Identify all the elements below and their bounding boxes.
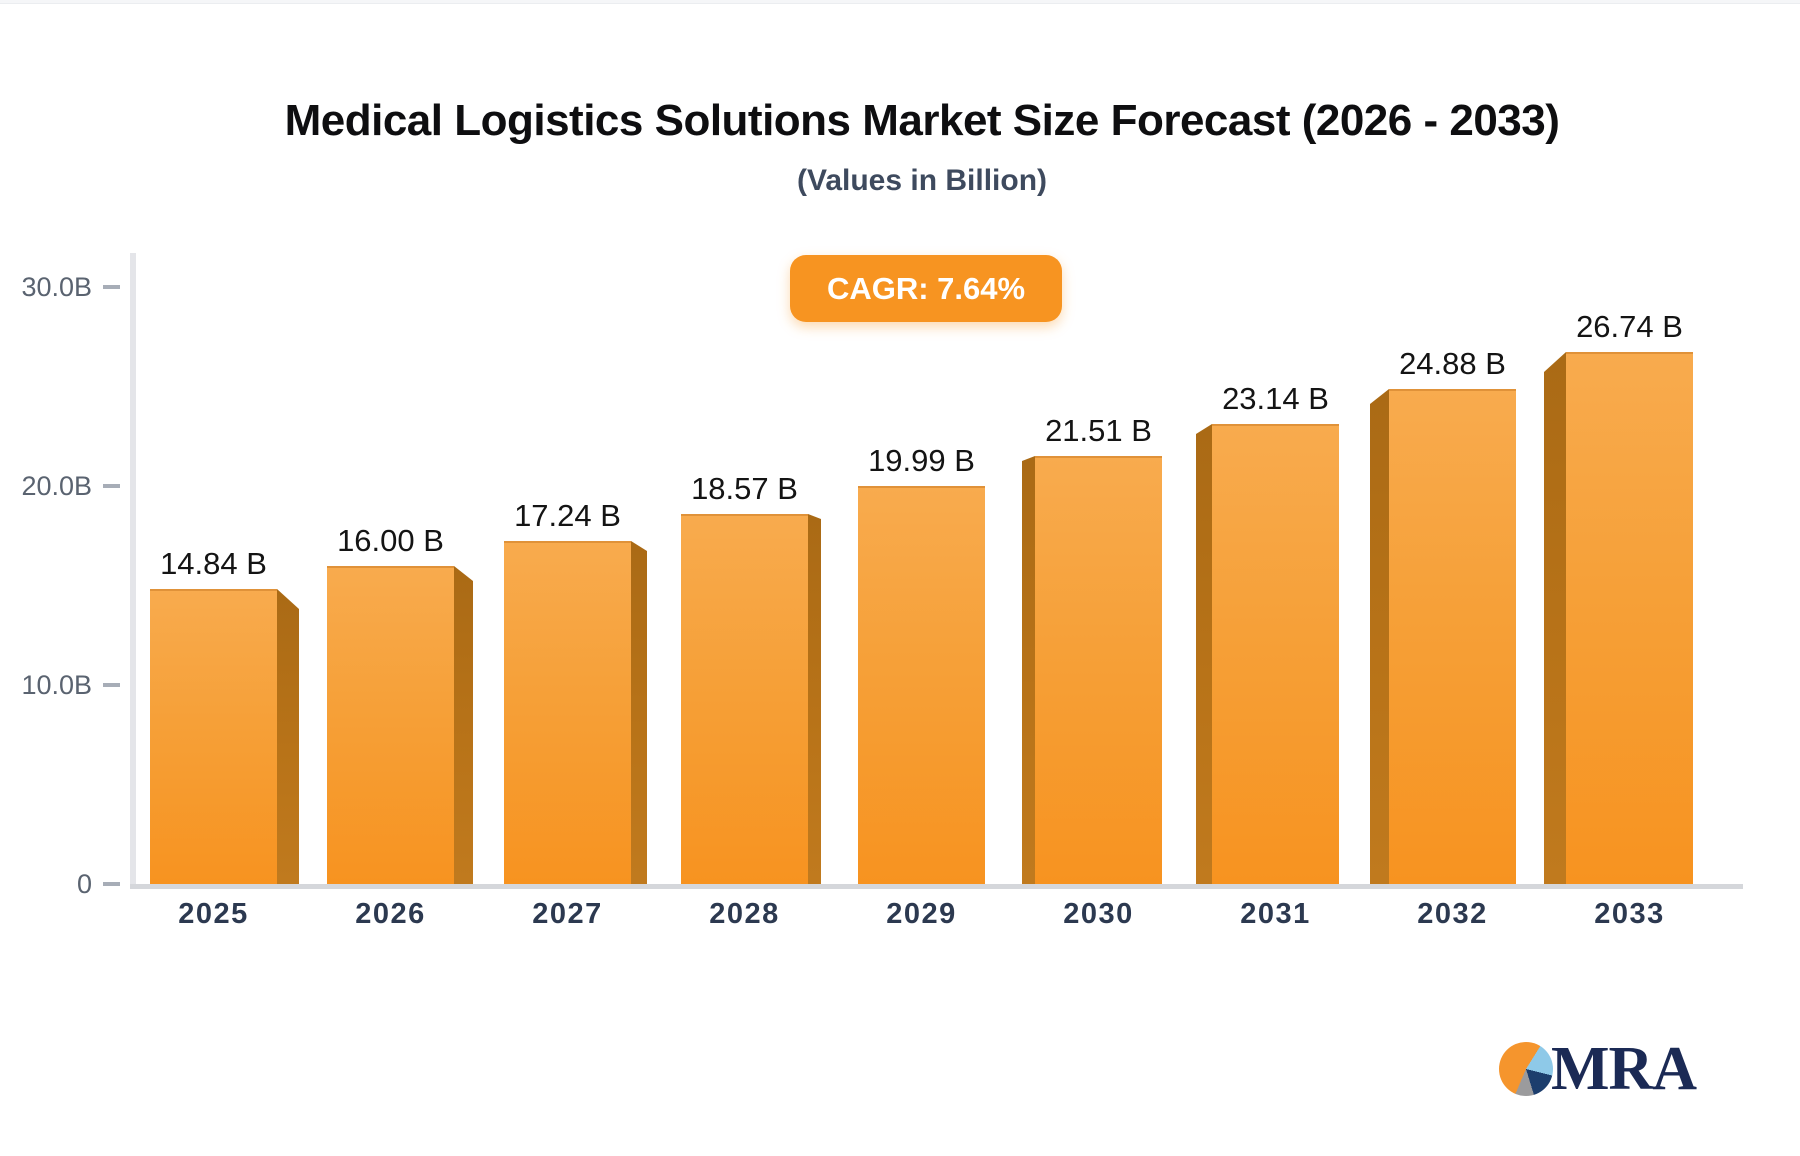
y-axis-tick-mark — [103, 484, 120, 488]
bar-2031 — [1212, 424, 1339, 884]
bar-value-label-2028: 18.57 B — [691, 471, 798, 506]
bar-2025 — [150, 589, 277, 884]
top-strip — [0, 0, 1800, 4]
bar-2030 — [1035, 456, 1162, 884]
bar-2032 — [1389, 389, 1516, 884]
x-axis-label-2029: 2029 — [886, 898, 957, 930]
bar-value-label-2027: 17.24 B — [514, 498, 621, 533]
bar-2026 — [327, 566, 454, 884]
x-axis-label-2025: 2025 — [178, 898, 249, 930]
bar-side-face-2031 — [1196, 424, 1212, 884]
x-axis-label-2031: 2031 — [1240, 898, 1311, 930]
y-axis-tick-mark — [103, 683, 120, 687]
bar-side-face-2027 — [631, 541, 647, 884]
bar-2028 — [681, 514, 808, 884]
bar-2027 — [504, 541, 631, 884]
chart-subtitle: (Values in Billion) — [796, 164, 1048, 197]
chart-title: Medical Logistics Solutions Market Size … — [284, 96, 1560, 145]
mra-logo: MRA — [1499, 1035, 1729, 1104]
bar-2029 — [858, 486, 985, 884]
bar-side-face-2026 — [454, 566, 473, 884]
y-axis-tick-label: 30.0B — [21, 272, 92, 302]
y-axis-line — [130, 253, 136, 885]
bar-side-face-2028 — [808, 514, 821, 884]
y-axis-tick-mark — [103, 285, 120, 289]
bar-value-label-2032: 24.88 B — [1399, 346, 1506, 381]
bar-2033 — [1566, 352, 1693, 884]
pie-chart-logo-icon — [1499, 1042, 1553, 1096]
bar-side-face-2033 — [1544, 352, 1566, 884]
bar-value-label-2030: 21.51 B — [1045, 413, 1152, 448]
bar-side-face-2032 — [1370, 389, 1389, 884]
bar-value-label-2033: 26.74 B — [1576, 309, 1683, 344]
x-axis-label-2032: 2032 — [1417, 898, 1488, 930]
x-axis-label-2033: 2033 — [1594, 898, 1665, 930]
bar-value-label-2025: 14.84 B — [160, 546, 267, 581]
y-axis-tick-label: 10.0B — [21, 670, 92, 700]
y-axis-tick-label: 0 — [76, 869, 92, 899]
cagr-badge: CAGR: 7.64% — [790, 255, 1062, 322]
bar-value-label-2029: 19.99 B — [868, 443, 975, 478]
x-axis-label-2026: 2026 — [355, 898, 426, 930]
x-axis-label-2030: 2030 — [1063, 898, 1134, 930]
y-axis-tick-label: 20.0B — [21, 471, 92, 501]
bar-value-label-2026: 16.00 B — [337, 523, 444, 558]
bar-side-face-2025 — [277, 589, 299, 884]
bar-value-label-2031: 23.14 B — [1222, 381, 1329, 416]
x-axis-label-2027: 2027 — [532, 898, 603, 930]
logo-text: MRA — [1551, 1035, 1697, 1103]
y-axis-tick-mark — [103, 882, 120, 886]
bar-side-face-2030 — [1022, 456, 1035, 884]
x-axis-baseline — [130, 884, 1743, 889]
x-axis-label-2028: 2028 — [709, 898, 780, 930]
